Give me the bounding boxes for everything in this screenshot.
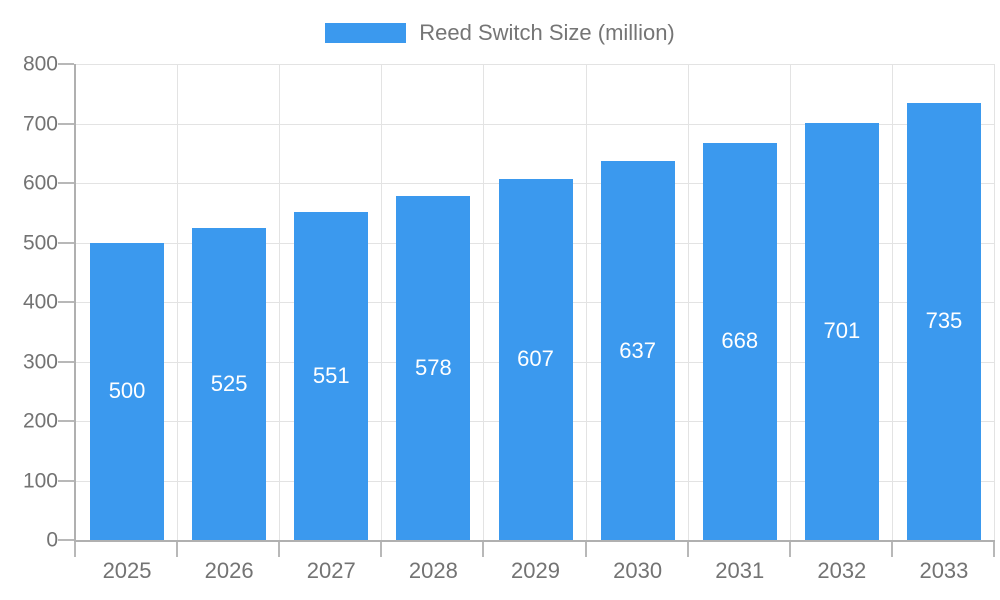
x-axis-tick — [890, 542, 893, 557]
y-axis-tick — [58, 182, 74, 184]
x-axis-tick — [482, 542, 485, 557]
x-gridline — [687, 64, 689, 540]
x-gridline — [381, 64, 383, 540]
y-axis-label: 600 — [22, 171, 58, 195]
x-axis-label: 2027 — [306, 558, 356, 583]
bar-value-label: 701 — [823, 318, 861, 344]
legend-swatch — [325, 22, 407, 43]
y-axis-tick — [58, 539, 74, 541]
x-axis-label: 2026 — [204, 558, 254, 583]
x-axis-label: 2029 — [511, 558, 560, 583]
bar: 637 — [600, 161, 675, 540]
y-axis-label: 700 — [22, 112, 58, 135]
bar-value-label: 500 — [108, 378, 146, 404]
x-axis-label: 2033 — [919, 558, 969, 583]
x-axis-label: 2028 — [408, 558, 458, 583]
y-axis-tick — [58, 241, 74, 244]
y-axis-label: 300 — [22, 350, 58, 373]
y-axis-label: 800 — [22, 52, 58, 76]
y-axis-tick — [58, 63, 74, 65]
y-gridline — [76, 64, 995, 65]
y-axis-tick — [58, 301, 74, 303]
x-axis-tick — [380, 542, 383, 557]
x-gridline — [891, 64, 893, 540]
y-axis-label: 400 — [22, 290, 58, 314]
bar: 668 — [702, 142, 777, 540]
bar: 735 — [906, 102, 981, 540]
y-axis-label: 0 — [46, 528, 58, 552]
x-axis-tick — [176, 542, 179, 557]
bar-value-label: 525 — [210, 370, 248, 396]
x-axis-label: 2031 — [715, 558, 765, 583]
bar-value-label: 607 — [517, 346, 554, 372]
bar-value-label: 637 — [619, 337, 656, 363]
bar-value-label: 578 — [415, 355, 452, 381]
y-gridline — [76, 123, 995, 125]
x-axis-tick — [584, 542, 587, 557]
x-axis-tick — [74, 542, 76, 557]
y-axis-tick — [58, 122, 74, 125]
legend-item[interactable]: Reed Switch Size (million) — [0, 20, 1000, 45]
y-axis-label: 200 — [22, 409, 58, 433]
bar: 578 — [396, 196, 471, 540]
legend-label: Reed Switch Size (million) — [419, 20, 675, 45]
x-gridline — [789, 64, 791, 540]
bar: 551 — [294, 212, 369, 540]
x-axis-tick — [788, 542, 791, 557]
x-gridline — [994, 64, 995, 540]
x-gridline — [585, 64, 587, 540]
bar-value-label: 551 — [312, 363, 350, 389]
x-axis-label: 2025 — [102, 558, 152, 583]
x-axis-tick — [686, 542, 689, 557]
x-gridline — [483, 64, 485, 540]
bar-value-label: 668 — [721, 328, 759, 354]
x-axis-tick — [993, 542, 995, 557]
bar: 701 — [804, 122, 879, 540]
x-axis-label: 2032 — [817, 558, 867, 583]
y-axis-label: 500 — [22, 231, 58, 254]
bar: 500 — [90, 242, 165, 540]
plot-area: 0 100 200 300 400 500 600 700 800 2025 500 2026 525 2… — [23, 54, 995, 582]
x-gridline — [177, 64, 179, 540]
x-gridline — [279, 64, 281, 540]
x-axis-tick — [278, 542, 281, 557]
bar: 607 — [498, 178, 573, 540]
bar: 525 — [192, 227, 267, 540]
y-axis-label: 100 — [22, 469, 58, 492]
y-axis-tick — [58, 479, 74, 482]
y-axis-tick — [58, 360, 74, 363]
x-axis-label: 2030 — [613, 558, 663, 583]
bar-value-label: 735 — [925, 308, 963, 334]
y-axis-tick — [58, 420, 74, 422]
